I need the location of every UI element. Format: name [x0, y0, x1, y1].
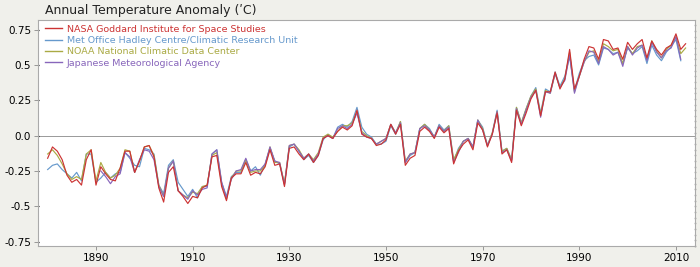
Text: Annual Temperature Anomaly (ʹC): Annual Temperature Anomaly (ʹC) — [45, 4, 256, 17]
Legend: NASA Goddard Institute for Space Studies, Met Office Hadley Centre/Climatic Rese: NASA Goddard Institute for Space Studies… — [41, 21, 301, 72]
